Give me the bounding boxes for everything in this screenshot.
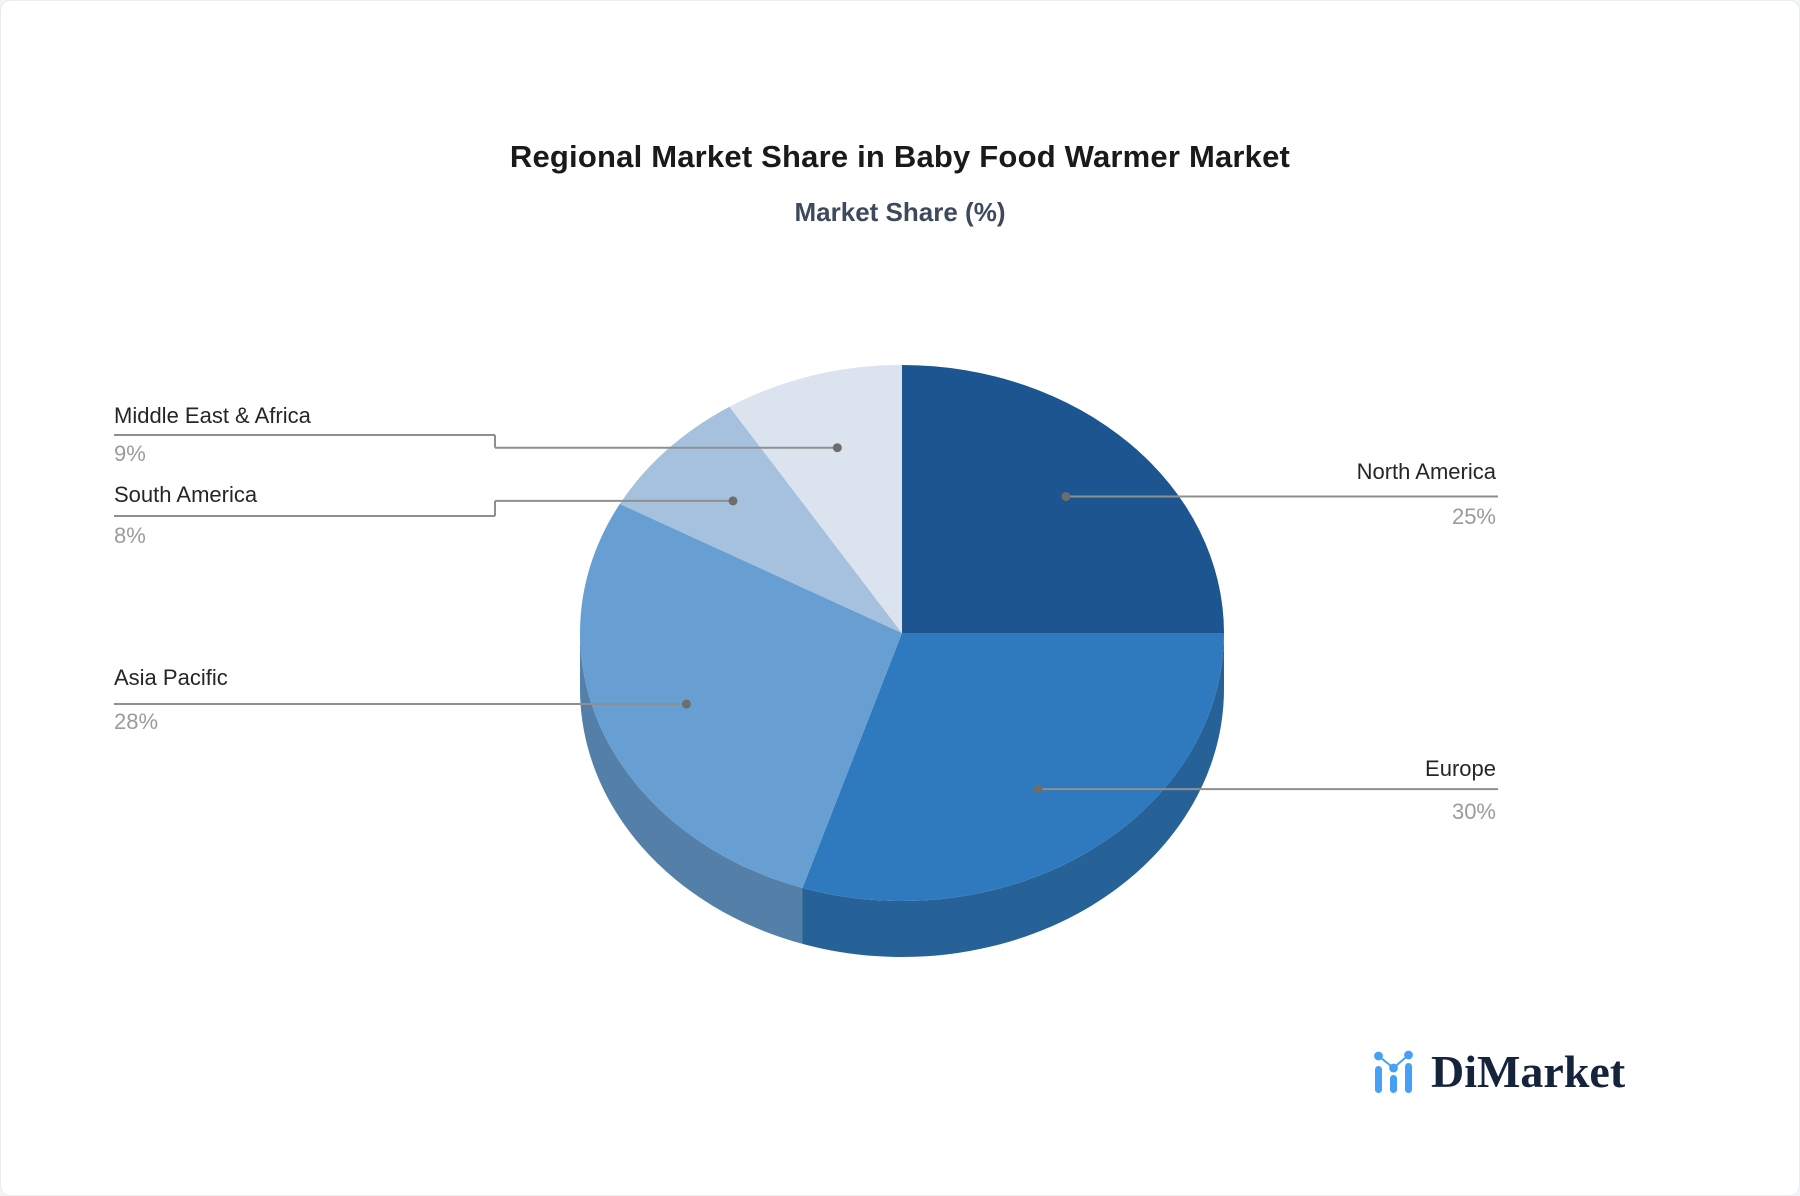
pie-slice-asia-pacific	[580, 503, 902, 888]
pie-slice-europe	[802, 633, 1224, 901]
leader-dot-middle-east-africa	[832, 443, 842, 453]
pie-slice-south-america	[619, 406, 902, 633]
slice-label-south-america: South America	[114, 482, 258, 507]
slice-value-asia-pacific: 28%	[114, 709, 159, 734]
dimarket-logo: DiMarket	[1373, 1043, 1625, 1095]
leader-dot-asia-pacific	[681, 699, 691, 709]
pie-side-asia-pacific	[580, 633, 803, 944]
chart-subtitle: Market Share (%)	[794, 197, 1006, 227]
slice-label-asia-pacific: Asia Pacific	[114, 665, 228, 690]
slice-value-south-america: 8%	[114, 523, 146, 548]
leader-north-america	[1061, 492, 1498, 502]
leader-europe	[1033, 784, 1498, 794]
bar-line-chart-icon	[1374, 1050, 1413, 1093]
leader-middle-east-africa	[114, 434, 842, 453]
leader-asia-pacific	[114, 699, 691, 709]
chart-title: Regional Market Share in Baby Food Warme…	[509, 139, 1291, 174]
slice-label-north-america: North America	[1356, 459, 1496, 484]
leader-dot-south-america	[728, 496, 738, 506]
slice-label-middle-east-africa: Middle East & Africa	[114, 403, 311, 428]
slice-label-europe: Europe	[1425, 756, 1496, 781]
slice-value-north-america: 25%	[1451, 504, 1496, 529]
leader-dot-north-america	[1061, 492, 1071, 502]
pie-side-europe	[802, 633, 1224, 957]
logo-text: DiMarket	[1431, 1046, 1626, 1097]
leader-south-america	[114, 496, 738, 517]
leader-dot-europe	[1033, 784, 1043, 794]
pie-slice-middle-east-africa	[729, 365, 902, 633]
slice-value-europe: 30%	[1451, 799, 1496, 824]
slice-value-middle-east-africa: 9%	[114, 441, 146, 466]
